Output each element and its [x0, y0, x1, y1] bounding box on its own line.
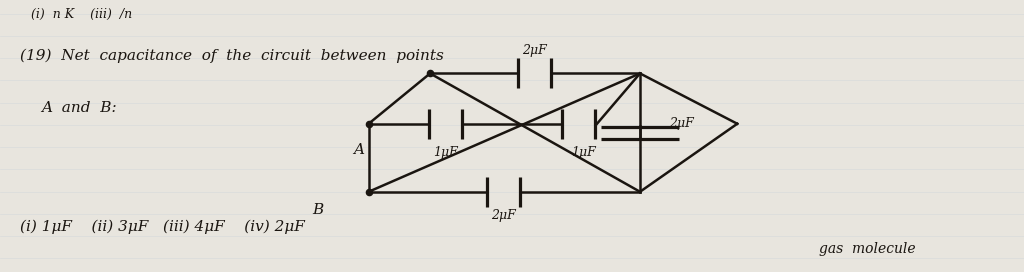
Text: B: B — [312, 203, 323, 217]
Point — [360, 122, 377, 126]
Text: 2μF: 2μF — [522, 44, 547, 57]
Text: 2μF: 2μF — [492, 209, 516, 222]
Text: (19)  Net  capacitance  of  the  circuit  between  points: (19) Net capacitance of the circuit betw… — [20, 49, 444, 63]
Text: A: A — [353, 143, 364, 157]
Point — [360, 190, 377, 194]
Text: 1μF: 1μF — [433, 146, 458, 159]
Text: 2μF: 2μF — [669, 117, 693, 130]
Text: gas  molecule: gas molecule — [819, 242, 915, 256]
Point — [422, 71, 438, 76]
Text: A  and  B:: A and B: — [41, 101, 117, 115]
Text: (i) 1μF    (ii) 3μF   (iii) 4μF    (iv) 2μF: (i) 1μF (ii) 3μF (iii) 4μF (iv) 2μF — [20, 220, 305, 234]
Text: (i)  n K    (iii)  /n: (i) n K (iii) /n — [31, 8, 132, 21]
Text: 1μF: 1μF — [571, 146, 596, 159]
